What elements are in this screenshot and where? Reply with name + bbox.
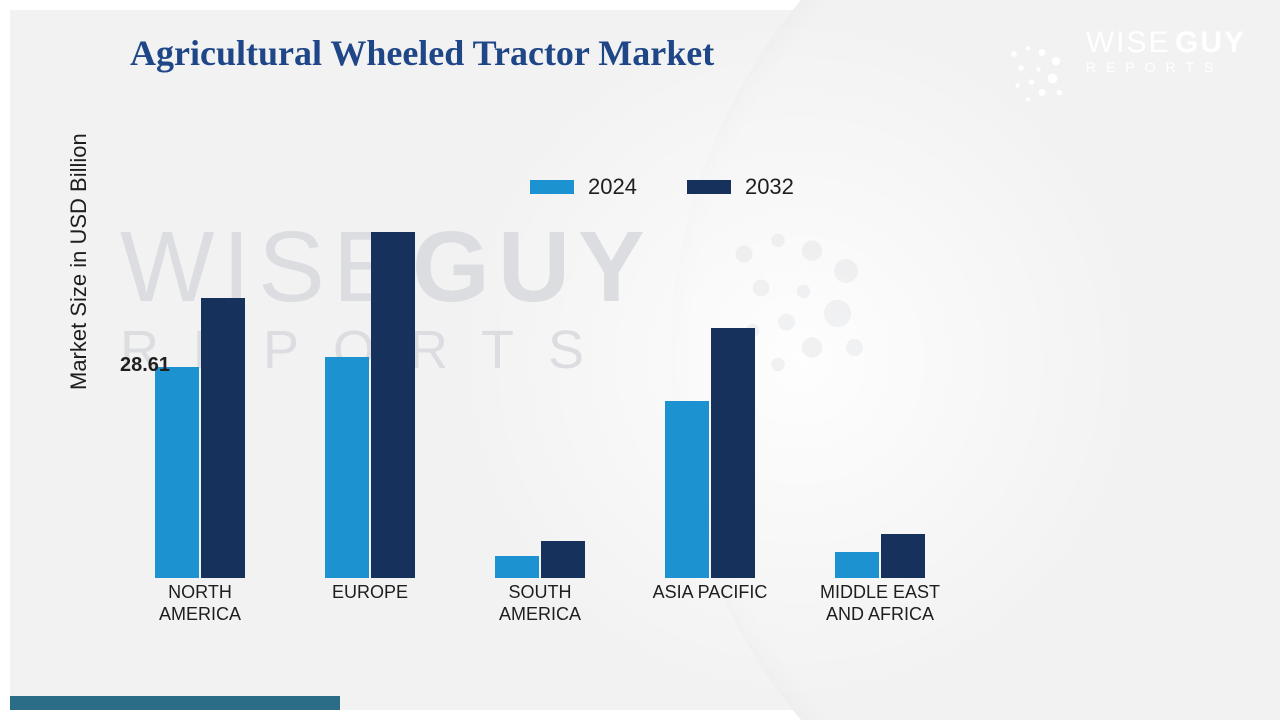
bar-2032: [711, 328, 755, 578]
category-label: MIDDLE EAST AND AFRICA: [810, 582, 950, 625]
brand-logo: WISE GUY REPORTS: [1086, 28, 1246, 74]
bar-2024: [495, 556, 539, 578]
legend-item-2032: 2032: [687, 174, 794, 200]
legend-label-2024: 2024: [588, 174, 637, 200]
bar-group: [650, 328, 770, 578]
bar-chart: NORTH AMERICA28.61EUROPESOUTH AMERICAASI…: [130, 210, 950, 578]
category-label: NORTH AMERICA: [130, 582, 270, 625]
bar-2032: [541, 541, 585, 578]
category-label: EUROPE: [300, 582, 440, 604]
bar-2024: [835, 552, 879, 578]
logo-dots-icon: [1000, 40, 1070, 110]
frame: WISE GUY REPORTS Agricultural Wheeled Tr…: [0, 0, 1280, 720]
bar-2024: [665, 401, 709, 578]
chart-title: Agricultural Wheeled Tractor Market: [130, 32, 714, 74]
logo-word-2: GUY: [1175, 26, 1246, 59]
legend-item-2024: 2024: [530, 174, 637, 200]
bar-2024: [155, 367, 199, 578]
y-axis-label: Market Size in USD Billion: [66, 133, 92, 390]
bar-2024: [325, 357, 369, 578]
value-label: 28.61: [120, 354, 170, 377]
canvas: WISE GUY REPORTS Agricultural Wheeled Tr…: [10, 10, 1270, 710]
logo-word-1: WISE: [1086, 26, 1171, 59]
bar-group: [140, 298, 260, 578]
category-label: ASIA PACIFIC: [640, 582, 780, 604]
legend-swatch-2032: [687, 180, 731, 194]
bar-group: [310, 232, 430, 578]
category-label: SOUTH AMERICA: [470, 582, 610, 625]
bar-2032: [881, 534, 925, 578]
bar-2032: [371, 232, 415, 578]
legend: 2024 2032: [530, 174, 794, 200]
legend-swatch-2024: [530, 180, 574, 194]
bar-group: [820, 534, 940, 578]
bar-2032: [201, 298, 245, 578]
bottom-accent-strip: [10, 696, 340, 710]
bar-group: [480, 541, 600, 578]
legend-label-2032: 2032: [745, 174, 794, 200]
logo-subtitle: REPORTS: [1086, 60, 1246, 74]
